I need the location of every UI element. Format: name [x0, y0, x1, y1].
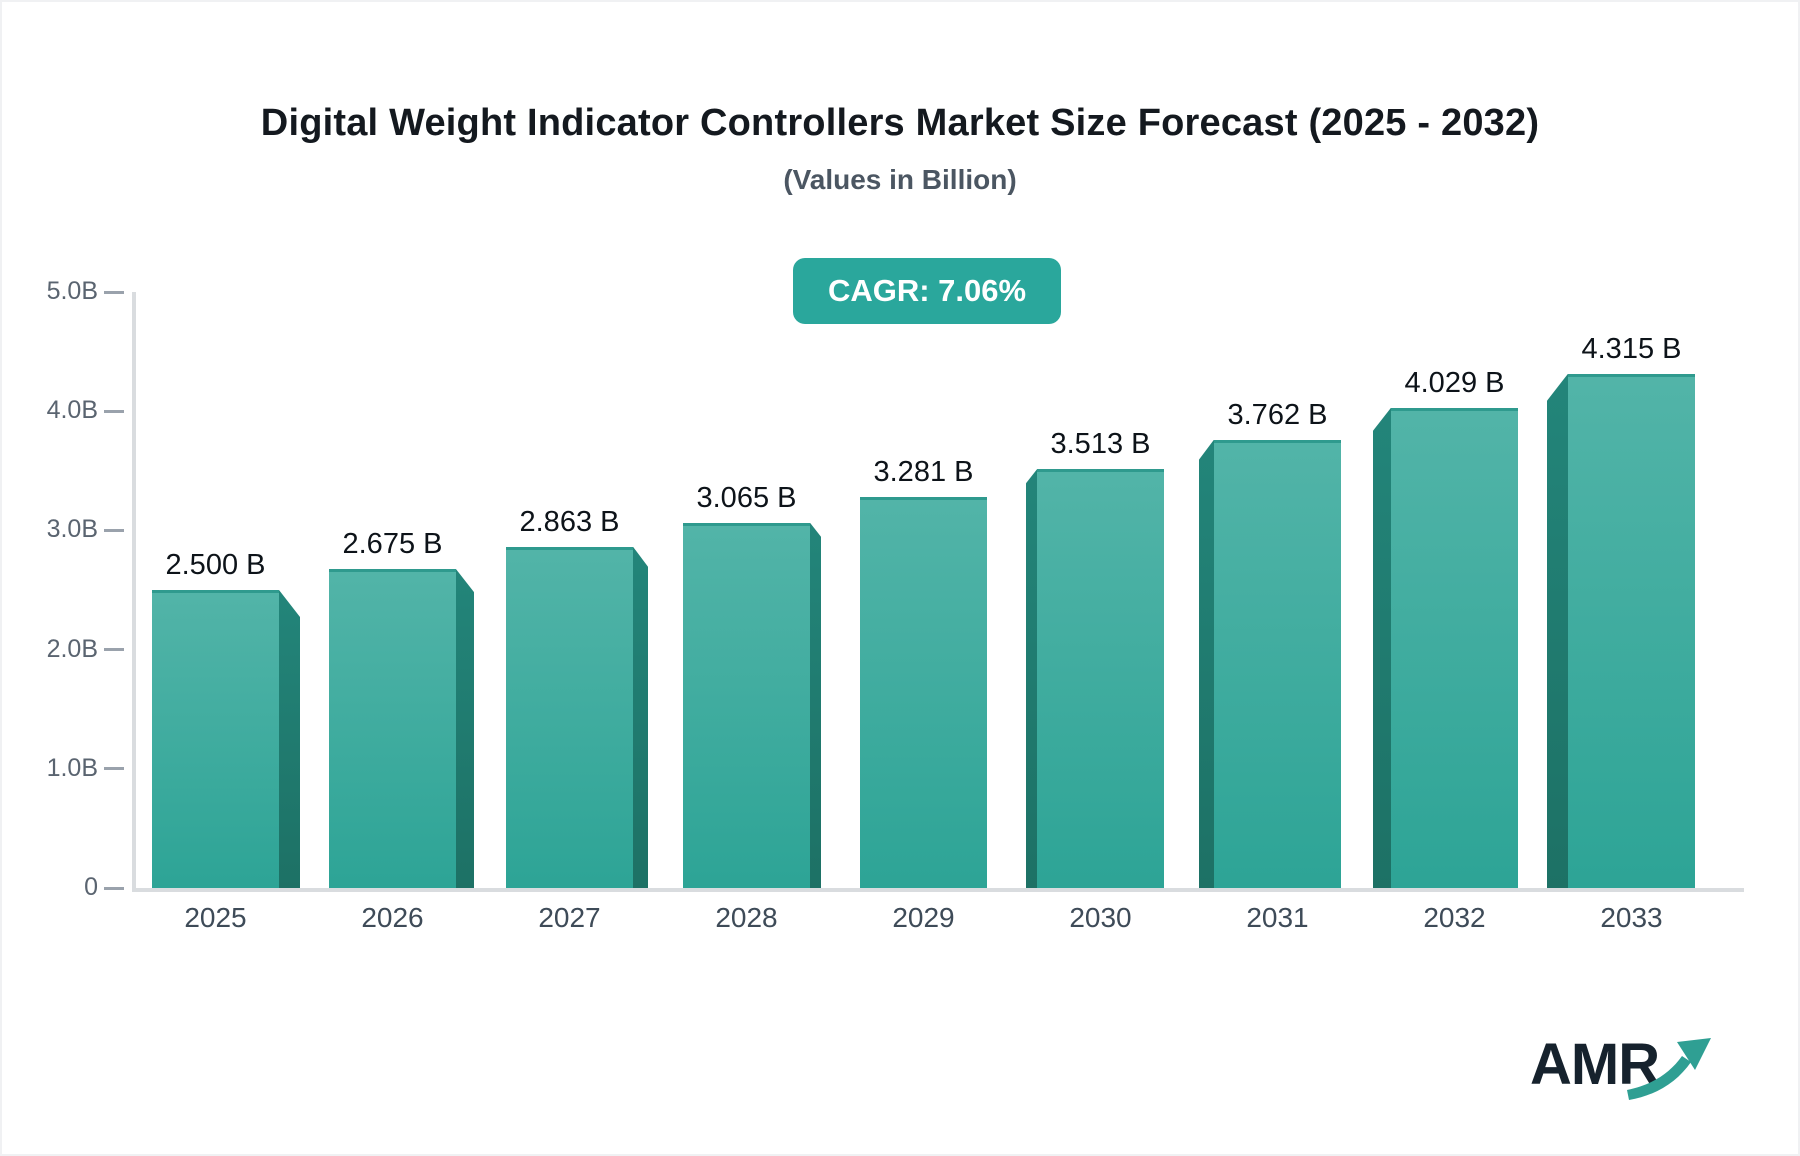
bar-side	[1199, 439, 1214, 888]
y-tick	[104, 886, 124, 890]
bar-2031	[1214, 439, 1341, 888]
x-axis-label: 2026	[361, 902, 424, 933]
y-tick	[104, 648, 124, 652]
x-axis-label: 2030	[1069, 902, 1132, 933]
cagr-badge: CAGR: 7.06%	[793, 258, 1061, 324]
bar-value-label: 3.513 B	[1050, 428, 1151, 461]
x-axis-label: 2033	[1600, 902, 1663, 933]
x-axis-label: 2032	[1423, 902, 1486, 933]
bar-2029	[860, 496, 987, 888]
bar-value-label: 3.762 B	[1227, 398, 1328, 431]
x-axis-label: 2028	[715, 902, 778, 933]
bar-side	[279, 590, 300, 888]
y-tick	[104, 528, 124, 532]
y-tick-label: 2.0B	[46, 634, 98, 663]
growth-arrow-icon	[1627, 1038, 1712, 1100]
bar-side	[1026, 469, 1037, 888]
amr-logo: AMR	[1530, 1030, 1740, 1116]
x-axis-label: 2031	[1246, 902, 1309, 933]
y-tick-label: 4.0B	[46, 396, 98, 425]
x-axis-label: 2029	[892, 902, 955, 933]
y-tick-label: 5.0B	[46, 277, 98, 305]
bar-2028	[683, 522, 810, 888]
y-tick-label: 1.0B	[46, 753, 98, 782]
y-axis-line	[132, 292, 136, 892]
bar-value-label: 4.315 B	[1581, 332, 1682, 365]
bar-side	[633, 546, 648, 888]
bar-value-label: 4.029 B	[1404, 366, 1505, 399]
y-tick	[104, 409, 124, 413]
bar-value-label: 3.281 B	[873, 455, 974, 488]
bar-side	[456, 569, 474, 888]
bar-side	[1373, 407, 1391, 888]
y-tick	[104, 290, 124, 294]
bar-value-label: 2.863 B	[519, 505, 620, 538]
amr-logo-text: AMR	[1530, 1032, 1660, 1097]
bar-2025	[152, 590, 279, 888]
y-tick-label: 0	[84, 873, 98, 901]
y-tick-label: 3.0B	[46, 515, 98, 544]
bar-side	[1547, 373, 1568, 888]
y-tick	[104, 767, 124, 771]
chart-title: Digital Weight Indicator Controllers Mar…	[260, 102, 1540, 144]
bar-value-label: 2.500 B	[165, 549, 266, 581]
x-axis-label: 2025	[184, 902, 247, 933]
x-axis-baseline	[132, 888, 1744, 892]
chart-subtitle: (Values in Billion)	[783, 164, 1017, 195]
bar-2030	[1037, 469, 1164, 888]
bar-side	[810, 522, 821, 888]
x-axis-label: 2027	[538, 902, 601, 933]
bar-2032	[1391, 407, 1518, 888]
bar-2027	[506, 546, 633, 888]
bar-2033	[1568, 373, 1695, 888]
bar-2026	[329, 569, 456, 888]
bar-value-label: 3.065 B	[696, 481, 797, 514]
bar-value-label: 2.675 B	[342, 528, 443, 561]
